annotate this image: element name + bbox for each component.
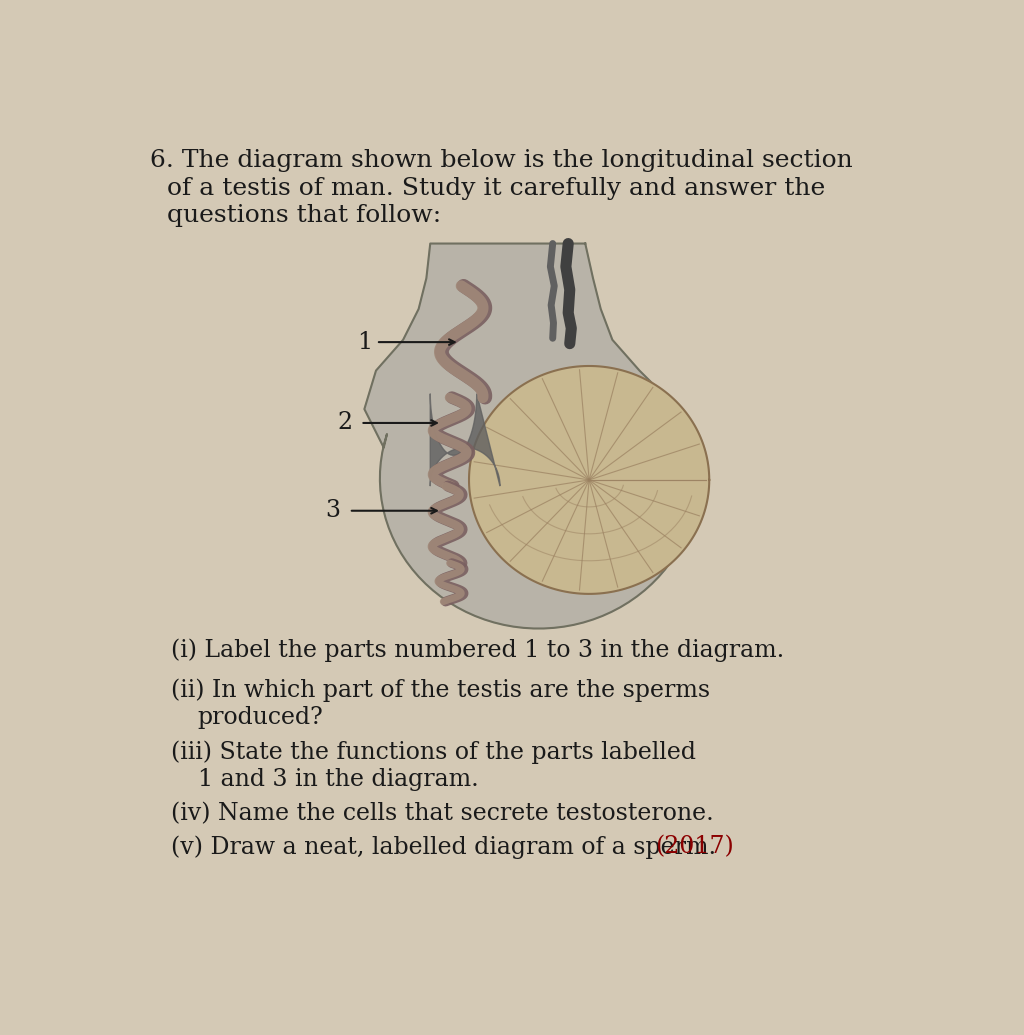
Polygon shape xyxy=(365,243,697,628)
Polygon shape xyxy=(430,393,500,486)
Polygon shape xyxy=(469,366,710,594)
Text: (ii) In which part of the testis are the sperms: (ii) In which part of the testis are the… xyxy=(171,679,710,702)
Text: (iv) Name the cells that secrete testosterone.: (iv) Name the cells that secrete testost… xyxy=(171,802,714,825)
Text: questions that follow:: questions that follow: xyxy=(167,204,441,228)
Text: 2: 2 xyxy=(337,412,352,435)
Text: (2017): (2017) xyxy=(655,835,734,859)
Text: 6. The diagram shown below is the longitudinal section: 6. The diagram shown below is the longit… xyxy=(150,149,852,172)
Text: produced?: produced? xyxy=(198,706,324,730)
Text: (i) Label the parts numbered 1 to 3 in the diagram.: (i) Label the parts numbered 1 to 3 in t… xyxy=(171,639,784,662)
Text: 1: 1 xyxy=(356,330,372,354)
Text: (v) Draw a neat, labelled diagram of a sperm.: (v) Draw a neat, labelled diagram of a s… xyxy=(171,835,731,859)
Text: of a testis of man. Study it carefully and answer the: of a testis of man. Study it carefully a… xyxy=(167,177,825,200)
Text: (iii) State the functions of the parts labelled: (iii) State the functions of the parts l… xyxy=(171,740,695,764)
Text: 1 and 3 in the diagram.: 1 and 3 in the diagram. xyxy=(198,768,478,791)
Text: 3: 3 xyxy=(326,499,341,523)
